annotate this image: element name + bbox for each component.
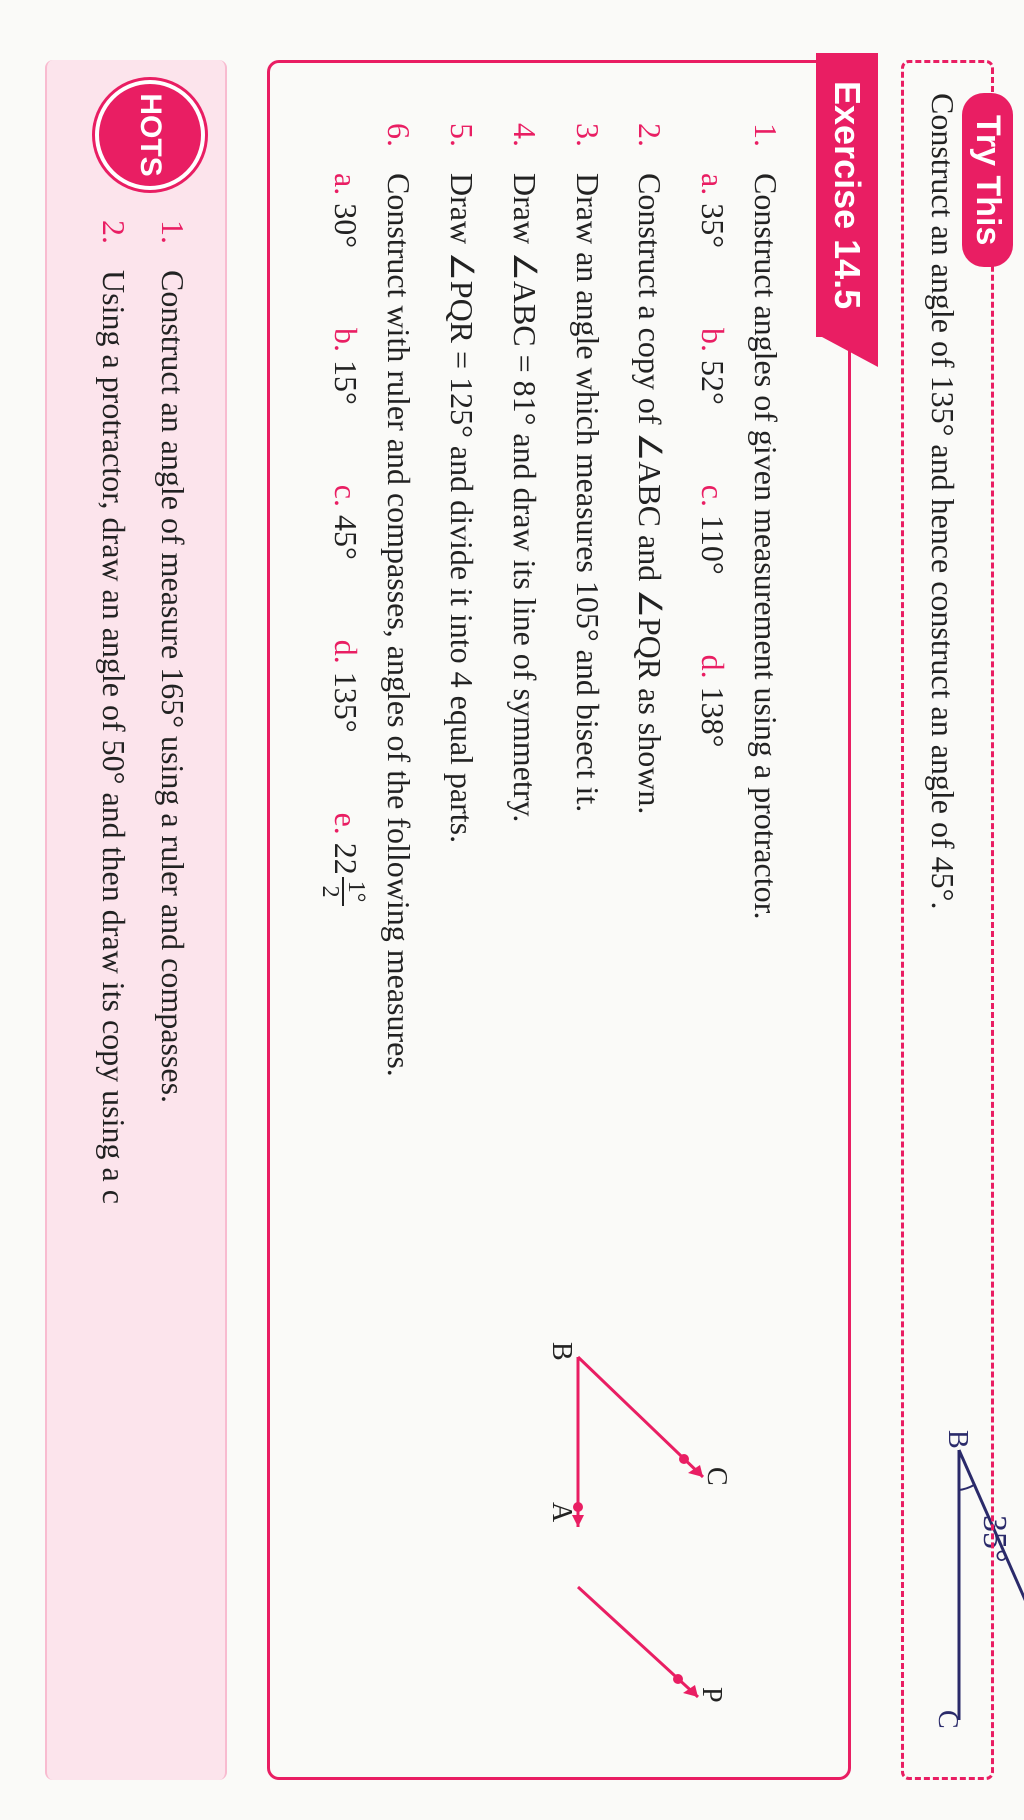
q6-opt-c: c.45°	[318, 485, 369, 560]
q6-text: Construct with ruler and compasses, angl…	[381, 173, 417, 1077]
q6-opt-b: b.15°	[318, 328, 369, 405]
try-this-badge: Try This	[962, 93, 1013, 267]
q1-opt-d: d.138°	[690, 655, 735, 748]
q6-opt-a: a.30°	[318, 173, 369, 248]
hots-badge: HOTS	[95, 80, 205, 190]
question-4: Draw ∠ABC = 81° and draw its line of sym…	[502, 123, 547, 1737]
hots-q2: Using a protractor, draw an angle of 50°…	[91, 220, 136, 1740]
exercise-badge: Exercise 14.5	[816, 53, 878, 337]
q6-opt-d: d.135°	[318, 640, 369, 733]
q1-opt-a: a.35°	[690, 173, 735, 248]
question-5: Draw ∠PQR = 125° and divide it into 4 eq…	[439, 123, 484, 1737]
q6-opt-e: e.221°2	[318, 813, 369, 907]
question-6: Construct with ruler and compasses, angl…	[318, 123, 421, 1737]
try-this-box: Try This Construct an angle of 135° and …	[901, 60, 994, 1780]
question-2: Construct a copy of ∠ABC and ∠PQR as sho…	[628, 123, 673, 1737]
question-3: Draw an angle which measures 105° and bi…	[565, 123, 610, 1737]
q1-opt-c: c.110°	[690, 485, 735, 575]
try-this-text: Construct an angle of 135° and hence con…	[924, 93, 961, 1747]
q1-text: Construct angles of given measurement us…	[748, 173, 784, 919]
hots-list: Construct an angle of measure 165° using…	[91, 220, 195, 1740]
q1-options: a.35° b.52° c.110° d.138°	[690, 173, 735, 1737]
q1-opt-b: b.52°	[690, 328, 735, 405]
question-1: Construct angles of given measurement us…	[690, 123, 788, 1737]
q6-options: a.30° b.15° c.45° d.135° e.221°2	[318, 173, 369, 1737]
hots-q1: Construct an angle of measure 165° using…	[150, 220, 195, 1740]
q2-text: Construct a copy of ∠ABC and ∠PQR as sho…	[632, 173, 668, 814]
exercise-box: Exercise 14.5 B A C P	[267, 60, 851, 1780]
hots-section: HOTS Construct an angle of measure 165° …	[45, 60, 227, 1780]
page-container: B C 35° Try This Construct an angle of 1…	[0, 0, 1024, 1820]
